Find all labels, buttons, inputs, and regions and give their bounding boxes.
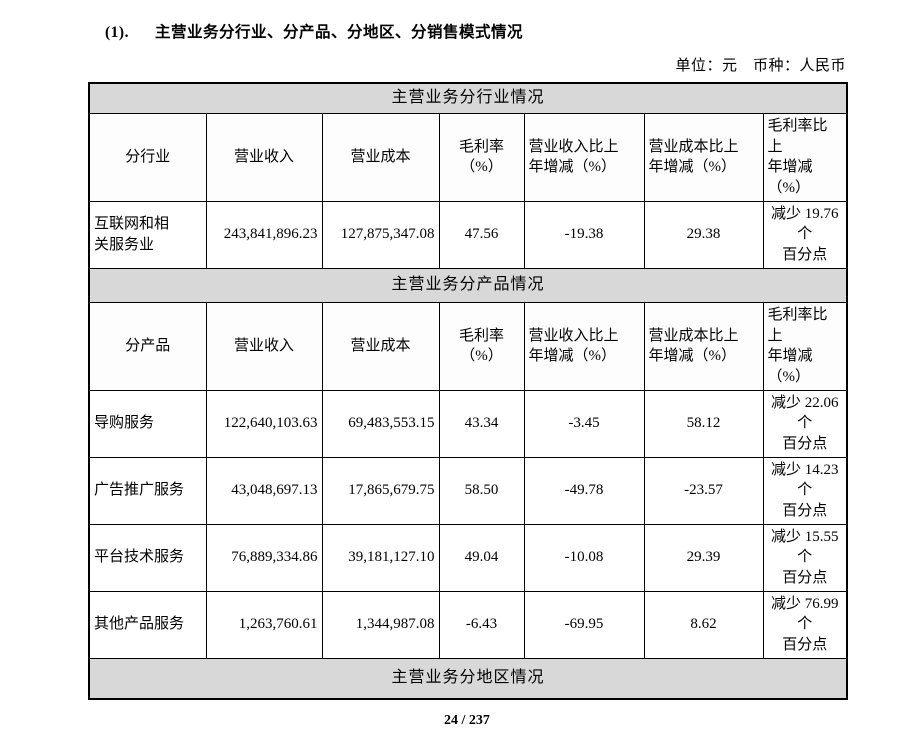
- table-cell: -23.57: [643, 456, 764, 525]
- column-header: 毛利率比上 年增减（%）: [762, 301, 848, 391]
- table-cell: 平台技术服务: [88, 523, 207, 592]
- table-cell: 减少 14.23 个 百分点: [762, 456, 848, 525]
- column-header: 营业收入比上 年增减（%）: [523, 301, 645, 391]
- column-header: 毛利率 （%）: [438, 113, 525, 202]
- column-header: 营业收入: [205, 113, 323, 202]
- table-cell: 43.34: [438, 389, 525, 458]
- column-header: 营业成本比上 年增减（%）: [643, 301, 764, 391]
- table-cell: 1,263,760.61: [205, 590, 323, 659]
- column-header: 毛利率 （%）: [438, 301, 525, 391]
- table-cell: 49.04: [438, 523, 525, 592]
- column-header: 营业成本: [321, 301, 440, 391]
- table-cell: 127,875,347.08: [321, 200, 440, 269]
- section-band-row: 主营业务分地区情况: [88, 657, 848, 700]
- table-row: 导购服务 122,640,103.63 69,483,553.15 43.34 -3.4…: [88, 389, 848, 458]
- table-cell: 43,048,697.13: [205, 456, 323, 525]
- table-cell: 减少 19.76 个 百分点: [762, 200, 848, 269]
- page-number: 24 / 237: [444, 712, 490, 728]
- main-table-body: 主营业务分行业情况 分行业 营业收入 营业成本 毛利率 （%） 营业收入比上 年增减（%）…: [88, 82, 848, 700]
- table-cell: 8.62: [643, 590, 764, 659]
- table-cell: 243,841,896.23: [205, 200, 323, 269]
- column-header-row: 分产品 营业收入 营业成本 毛利率 （%） 营业收入比上 年增减（%） 营业成本比上 年增…: [88, 301, 848, 391]
- table-row: 广告推广服务 43,048,697.13 17,865,679.75 58.50 -49…: [88, 456, 848, 525]
- table-cell: 广告推广服务: [88, 456, 207, 525]
- table-row: 互联网和相 关服务业 243,841,896.23 127,875,347.08 47…: [88, 200, 848, 269]
- table-cell: 其他产品服务: [88, 590, 207, 659]
- column-header-row: 分行业 营业收入 营业成本 毛利率 （%） 营业收入比上 年增减（%） 营业成本比上 年增…: [88, 113, 848, 202]
- table-cell: 减少 22.06 个 百分点: [762, 389, 848, 458]
- column-header: 分产品: [88, 301, 207, 391]
- section-band-title: 主营业务分产品情况: [88, 267, 848, 303]
- table-cell: -10.08: [523, 523, 645, 592]
- section-heading: (1). 主营业务分行业、分产品、分地区、分销售模式情况: [105, 20, 907, 42]
- table-cell: 导购服务: [88, 389, 207, 458]
- column-header: 毛利率比上 年增减（%）: [762, 113, 848, 202]
- table-cell: 39,181,127.10: [321, 523, 440, 592]
- column-header: 营业收入比上 年增减（%）: [523, 113, 645, 202]
- section-band-row: 主营业务分产品情况: [88, 267, 848, 303]
- table-cell: 17,865,679.75: [321, 456, 440, 525]
- table-cell: 减少 76.99 个 百分点: [762, 590, 848, 659]
- section-band-title: 主营业务分地区情况: [88, 657, 848, 700]
- table-cell: 76,889,334.86: [205, 523, 323, 592]
- table-row: 其他产品服务 1,263,760.61 1,344,987.08 -6.43 -69.9…: [88, 590, 848, 659]
- main-table: 主营业务分行业情况 分行业 营业收入 营业成本 毛利率 （%） 营业收入比上 年增减（%）…: [88, 82, 849, 700]
- table-cell: 58.50: [438, 456, 525, 525]
- table-cell: 69,483,553.15: [321, 389, 440, 458]
- table-row: 平台技术服务 76,889,334.86 39,181,127.10 49.04 -10…: [88, 523, 848, 592]
- table-cell: 1,344,987.08: [321, 590, 440, 659]
- table-cell: 29.39: [643, 523, 764, 592]
- section-band-row: 主营业务分行业情况: [88, 82, 848, 114]
- table-cell: -3.45: [523, 389, 645, 458]
- heading-index: (1).: [105, 24, 129, 41]
- column-header: 营业成本比上 年增减（%）: [643, 113, 764, 202]
- table-cell: 122,640,103.63: [205, 389, 323, 458]
- table-cell: 减少 15.55 个 百分点: [762, 523, 848, 592]
- column-header: 分行业: [88, 113, 207, 202]
- unit-currency-note: 单位：元 币种：人民币: [675, 58, 846, 74]
- table-cell: 58.12: [643, 389, 764, 458]
- table-cell: 47.56: [438, 200, 525, 269]
- table-cell: -19.38: [523, 200, 645, 269]
- section-band-title: 主营业务分行业情况: [88, 82, 848, 114]
- table-cell: 互联网和相 关服务业: [88, 200, 207, 269]
- table-cell: 29.38: [643, 200, 764, 269]
- column-header: 营业收入: [205, 301, 323, 391]
- heading-text: 主营业务分行业、分产品、分地区、分销售模式情况: [154, 24, 523, 41]
- column-header: 营业成本: [321, 113, 440, 202]
- table-cell: -49.78: [523, 456, 645, 525]
- table-cell: -69.95: [523, 590, 645, 659]
- table-cell: -6.43: [438, 590, 525, 659]
